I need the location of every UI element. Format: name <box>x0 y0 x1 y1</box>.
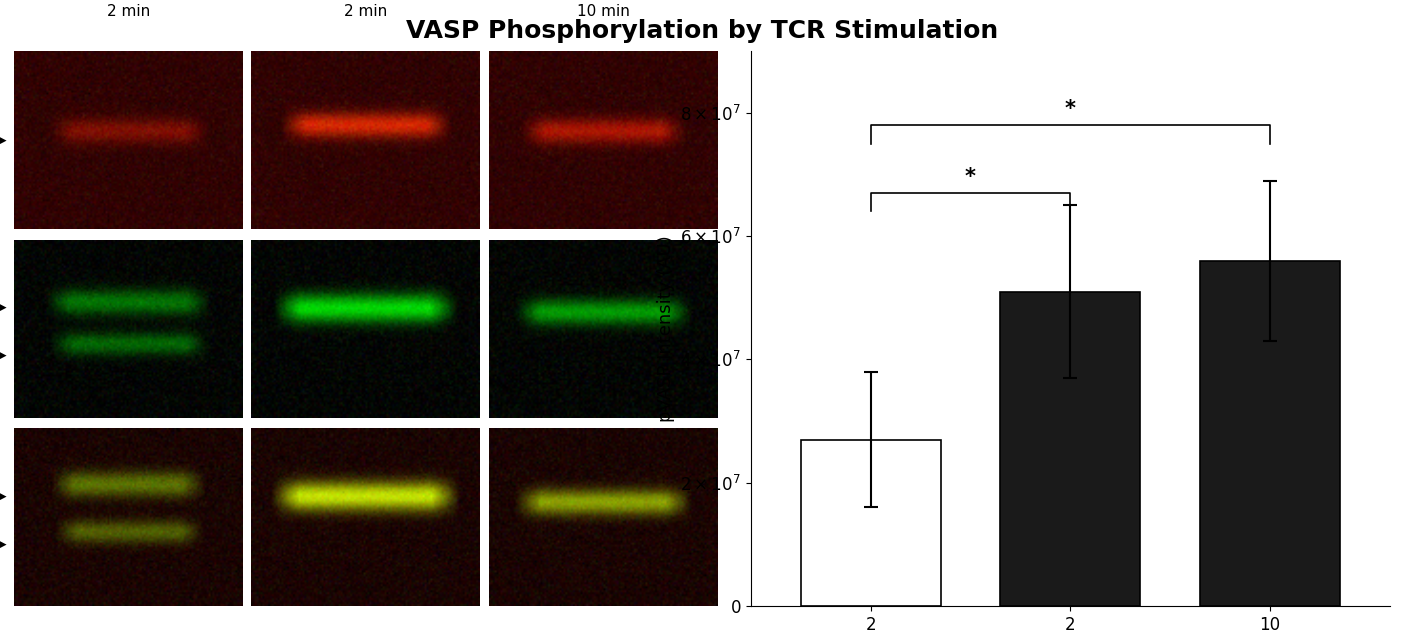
Y-axis label: pVASP Intensity (AU): pVASP Intensity (AU) <box>657 235 675 422</box>
Text: *: * <box>965 167 976 187</box>
Bar <box>1001 292 1140 606</box>
Text: 2 min: 2 min <box>344 4 388 19</box>
Text: 10 min: 10 min <box>577 4 629 19</box>
Text: VASP Phosphorylation by TCR Stimulation: VASP Phosphorylation by TCR Stimulation <box>406 19 998 43</box>
Text: ▶: ▶ <box>0 489 7 502</box>
Text: ▶: ▶ <box>0 537 7 551</box>
Bar <box>1200 261 1339 606</box>
Text: 2 min: 2 min <box>107 4 150 19</box>
Bar <box>800 440 941 606</box>
Text: ▶: ▶ <box>0 349 7 362</box>
Text: ▶: ▶ <box>0 300 7 314</box>
Text: ▶: ▶ <box>0 133 7 147</box>
Text: *: * <box>1064 99 1075 119</box>
